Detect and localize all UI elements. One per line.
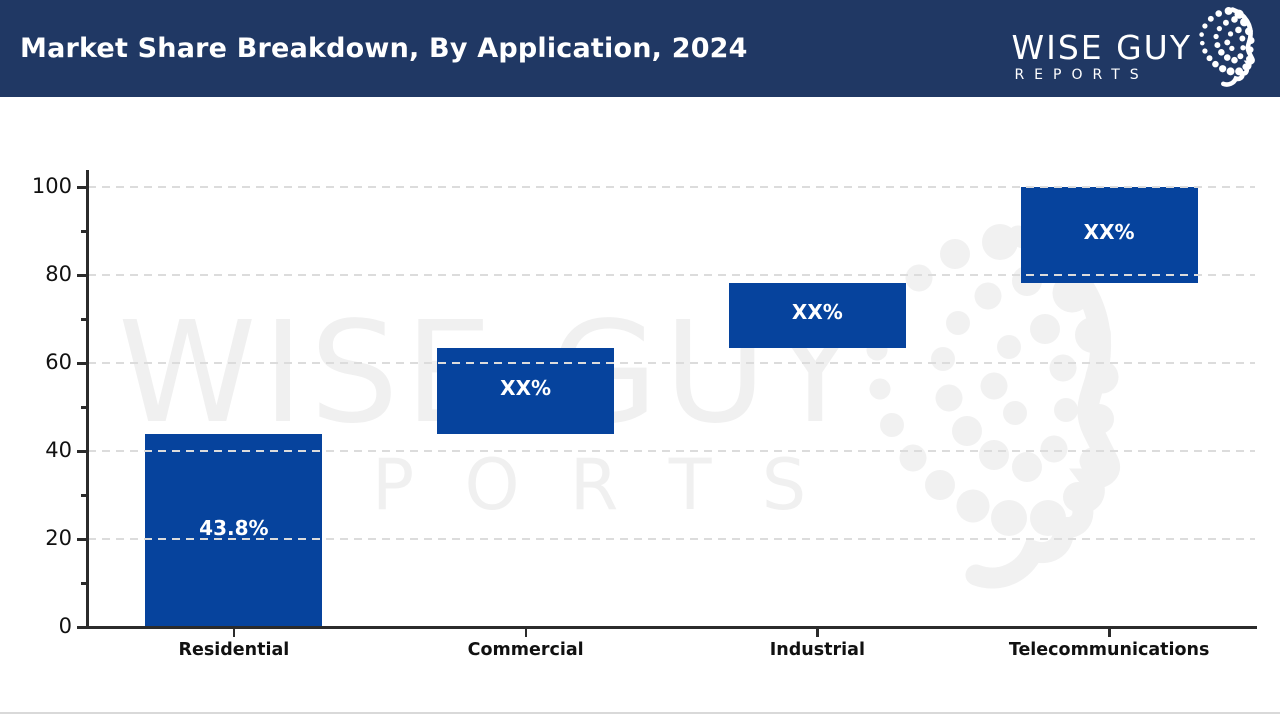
x-axis-line (86, 626, 1257, 629)
y-tick-40 (77, 450, 86, 453)
y-tick-label-80: 80 (45, 262, 72, 286)
brand-logo: WISE GUY REPORTS (1011, 5, 1266, 97)
gridline-100 (88, 186, 1255, 188)
bar-label-telecommunications: XX% (1083, 220, 1135, 245)
y-tick-80 (77, 274, 86, 277)
watermark-text-line2: P O R T S (372, 444, 821, 526)
brand-name: WISE GUY (1011, 28, 1192, 68)
x-tick-telecommunications (1108, 628, 1111, 637)
x-category-label-commercial: Commercial (467, 640, 584, 660)
gridline-60 (88, 362, 1255, 364)
y-tick-100 (77, 186, 86, 189)
x-category-label-telecommunications: Telecommunications (1008, 640, 1210, 660)
x-category-label-industrial: Industrial (769, 640, 865, 660)
bar-label-commercial: XX% (500, 375, 552, 400)
y-tick-0 (77, 626, 86, 629)
y-tick-label-100: 100 (31, 174, 72, 198)
footer-divider (0, 712, 1280, 714)
header-bar: Market Share Breakdown, By Application, … (0, 0, 1280, 97)
y-tick-20 (77, 538, 86, 541)
y-axis-line (86, 170, 89, 629)
x-tick-commercial (524, 628, 528, 637)
brand-subtitle: REPORTS (1014, 66, 1149, 83)
x-tick-industrial (816, 628, 819, 637)
gridline-40 (88, 450, 1255, 452)
y-tick-label-0: 0 (58, 614, 72, 638)
y-tick-70 (81, 318, 86, 321)
y-tick-label-40: 40 (45, 438, 72, 462)
bar-label-residential: 43.8% (199, 515, 269, 540)
brand-text: WISE GUY REPORTS (1011, 31, 1192, 83)
bar-telecommunications (1020, 187, 1198, 284)
bar-industrial (728, 283, 906, 348)
chart-title: Market Share Breakdown, By Application, … (20, 33, 748, 64)
y-tick-10 (81, 582, 86, 585)
y-tick-30 (81, 494, 86, 497)
y-tick-label-20: 20 (45, 526, 72, 550)
x-tick-residential (232, 628, 236, 637)
bar-label-industrial: XX% (791, 300, 843, 325)
y-tick-90 (81, 230, 86, 233)
y-tick-60 (77, 362, 86, 365)
bar-residential (145, 434, 323, 627)
y-tick-50 (81, 406, 86, 409)
y-tick-label-60: 60 (45, 350, 72, 374)
gridline-80 (88, 274, 1255, 276)
x-category-label-residential: Residential (178, 640, 290, 660)
gridline-20 (88, 538, 1255, 540)
